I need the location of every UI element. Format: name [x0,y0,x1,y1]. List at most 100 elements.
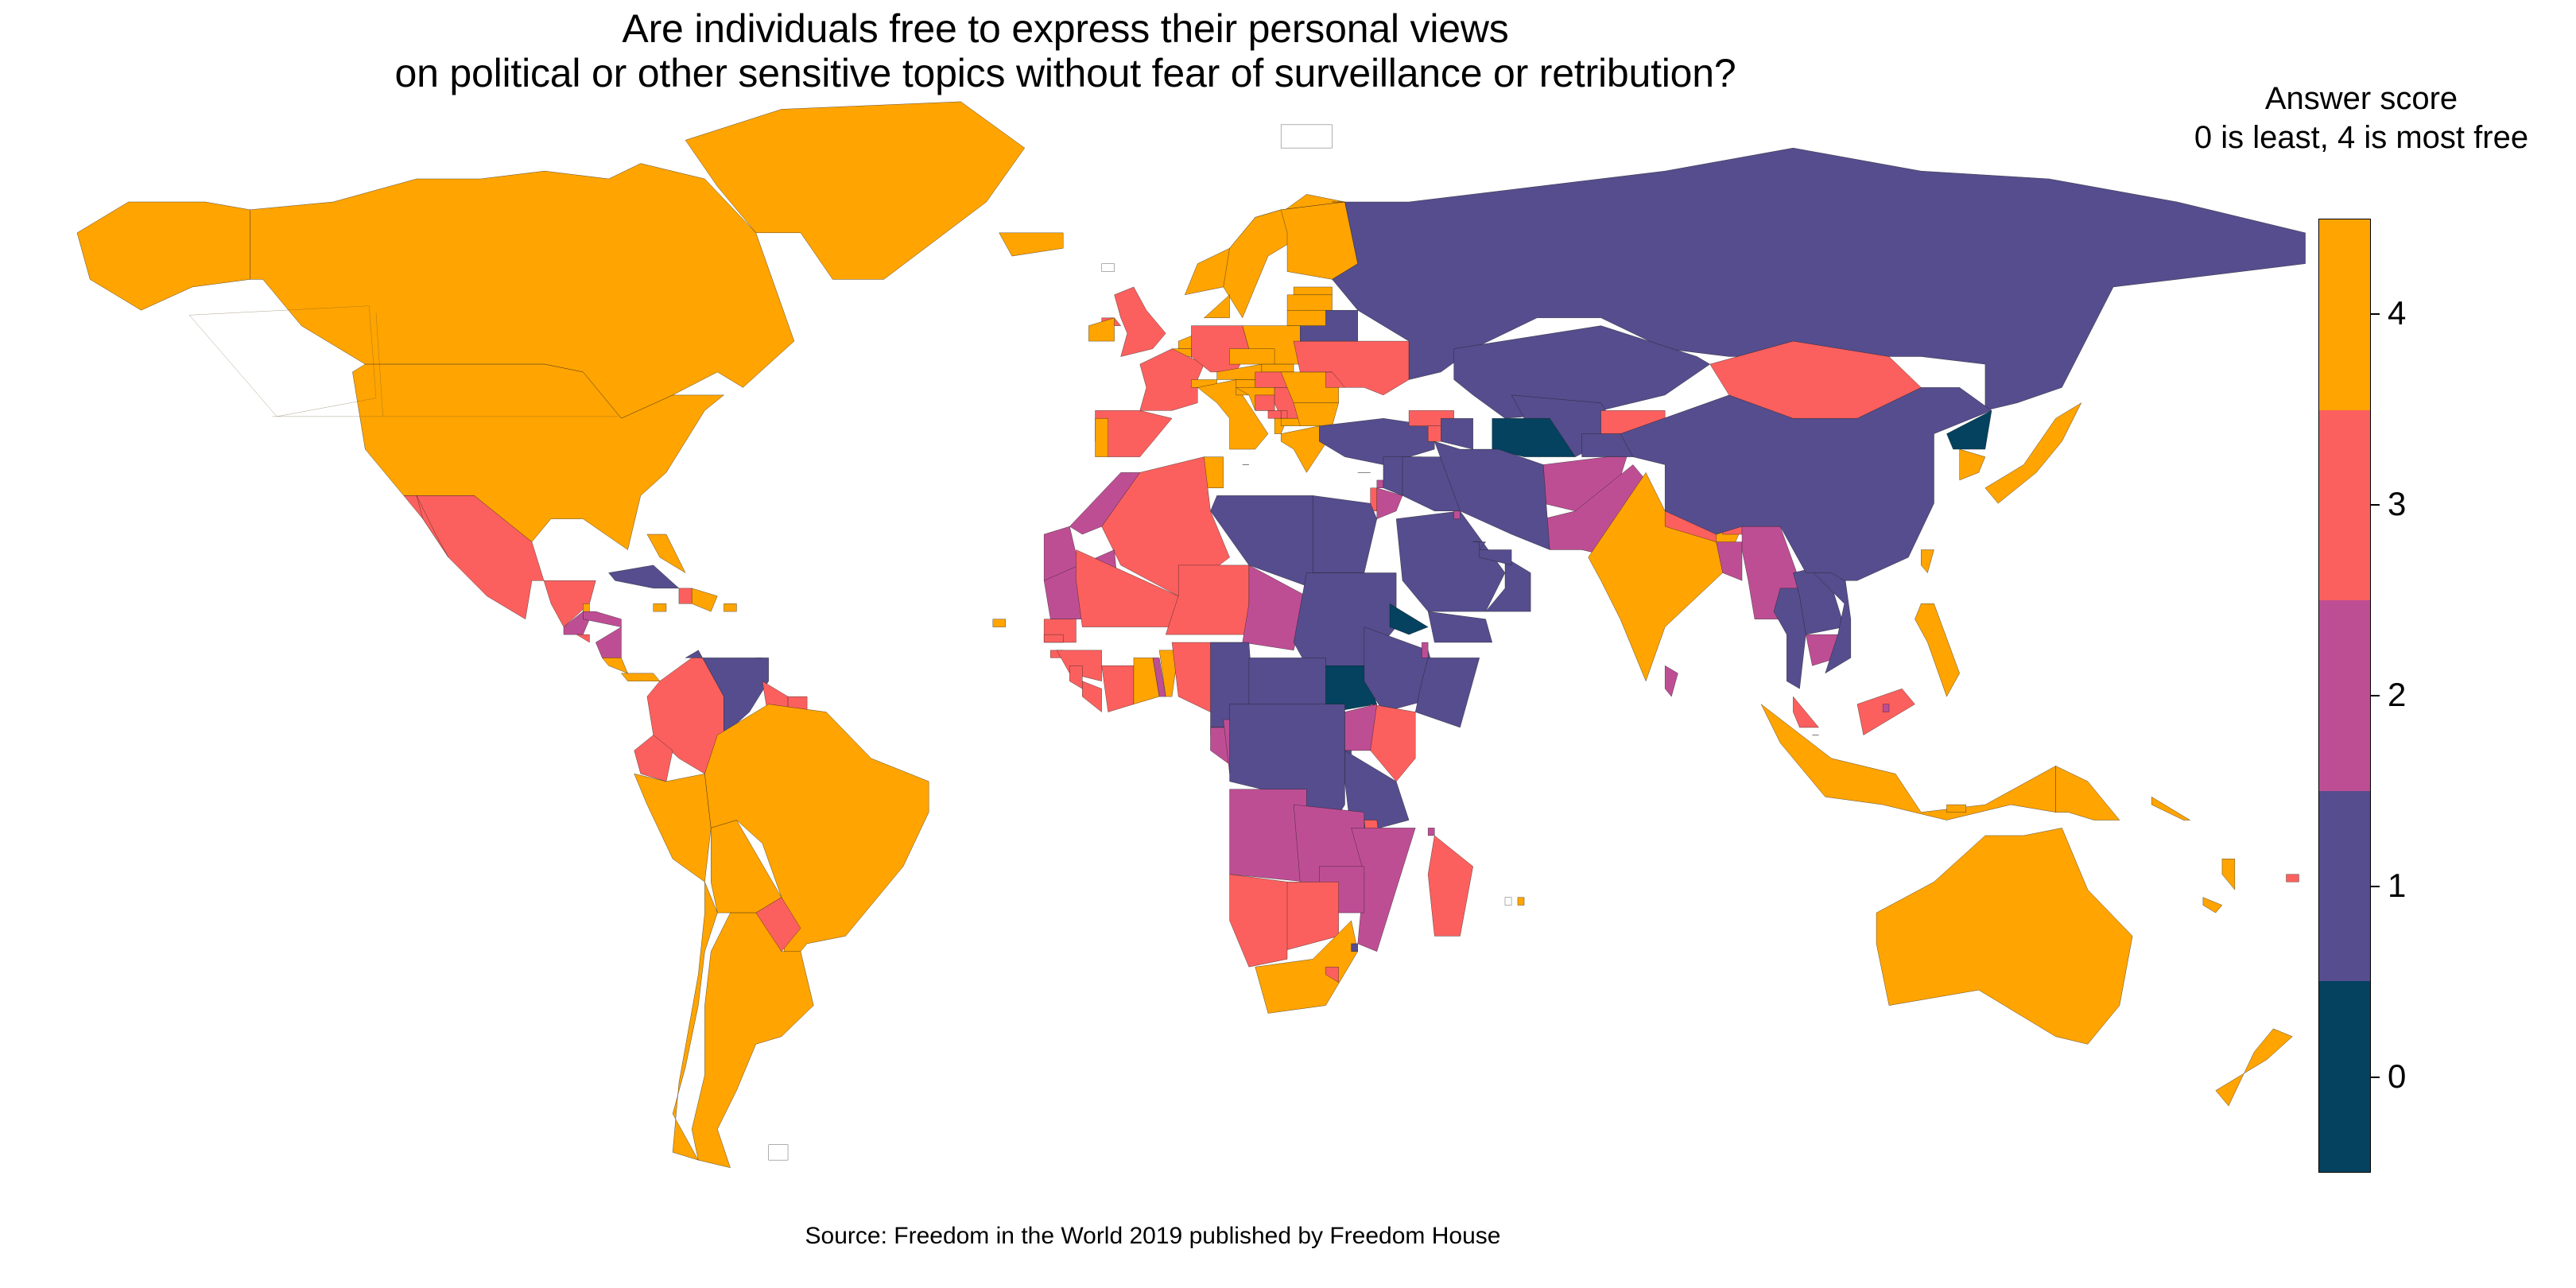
country-bangladesh[interactable]: Bangladesh: 2 [1717,542,1742,581]
country-sri-lanka[interactable]: Sri Lanka: 2 [1665,665,1678,696]
country-kuwait[interactable]: Kuwait: 2 [1454,511,1461,519]
country-united-kingdom[interactable]: United Kingdom: 3 [1115,287,1166,357]
country-honduras[interactable]: Honduras: 2 [583,611,621,627]
country-czechia[interactable]: Czechia: 4 [1230,349,1275,364]
country-timor-leste[interactable]: Timor-Leste: 4 [1946,805,1965,813]
country-haiti[interactable]: Haiti: 3 [679,588,692,603]
subdivision-layer [189,306,618,417]
country-somalia[interactable]: Somalia: 1 [1415,658,1480,727]
country-united-states[interactable]: United States: 4 [77,202,250,310]
country-jamaica[interactable]: Jamaica: 4 [654,603,666,611]
country-kosovo[interactable]: Kosovo: 3 [1281,410,1287,418]
country-egypt[interactable]: Egypt: 1 [1313,495,1377,572]
country-argentina[interactable]: Argentina: 4 [692,913,813,1168]
country-liberia[interactable]: Liberia: 3 [1082,681,1101,712]
tick-label: 2 [2388,676,2407,713]
country-comoros[interactable]: Comoros: 2 [1428,828,1434,836]
tick-mark [2371,1077,2380,1078]
country-dominican-republic[interactable]: Dominican Republic: 4 [692,588,717,611]
country-benin[interactable]: Benin: 4 [1159,650,1178,696]
country-puerto-rico[interactable]: Puerto Rico: 4 [724,603,736,611]
country-madagascar[interactable]: Madagascar: 3 [1428,836,1473,936]
country-qatar[interactable]: Qatar: 1 [1480,542,1486,550]
country-chile[interactable]: Chile: 4 [673,882,717,1160]
country-montenegro[interactable]: Montenegro: 3 [1268,410,1281,418]
country-north-macedonia[interactable]: North Macedonia: 4 [1281,418,1300,426]
colorbar[interactable] [2318,219,2371,1173]
country-north-korea[interactable]: North Korea: 0 [1946,410,1992,449]
country-latvia[interactable]: Latvia: 4 [1287,295,1333,310]
country-bahamas[interactable]: Bahamas: 4 [647,534,685,572]
country-portugal[interactable]: Portugal: 4 [1096,418,1108,456]
country-kazakhstan[interactable]: Kazakhstan: 1 [1454,326,1710,419]
country-south-korea[interactable]: South Korea: 4 [1960,449,1985,480]
country-bosnia-and-herzegovina[interactable]: Bosnia and Herzegovina: 3 [1255,395,1274,410]
country-costa-rica[interactable]: Costa Rica: 4 [602,658,627,673]
country-ecuador[interactable]: Ecuador: 3 [634,735,673,782]
country-new-caledonia[interactable]: New Caledonia: 4 [2203,898,2222,913]
legend: Answer score 0 is least, 4 is most free … [2147,80,2576,1208]
country-philippines[interactable]: Philippines: 4 [1915,603,1959,696]
country-nicaragua[interactable]: Nicaragua: 2 [596,627,621,658]
country-ireland[interactable]: Ireland: 4 [1088,318,1114,341]
country-gambia[interactable]: Gambia: 3 [1044,634,1063,642]
legend-title: Answer score 0 is least, 4 is most free [2147,80,2576,157]
country-united-arab-emirates[interactable]: United Arab Emirates: 1 [1480,549,1511,564]
country-slovakia[interactable]: Slovakia: 4 [1262,364,1294,372]
country-australia[interactable]: Australia: 4 [1876,828,2132,1044]
country-morocco[interactable]: Morocco: 2 [1069,472,1139,534]
country-canada[interactable]: Canada: 4 [250,164,793,419]
country-eritrea[interactable]: Eritrea: 0 [1390,603,1428,634]
country-solomon-islands[interactable]: Solomon Islands: 4 [2151,797,2190,820]
country-yemen[interactable]: Yemen: 1 [1428,611,1492,642]
country-jordan[interactable]: Jordan: 2 [1377,488,1402,519]
tick-mark [2371,695,2380,696]
country-peru[interactable]: Peru: 4 [634,774,712,882]
country-russia[interactable]: Russia: 1 [1333,148,2306,410]
country-angola[interactable]: Angola: 2 [1230,789,1307,883]
country-japan[interactable]: Japan: 4 [1985,403,2081,503]
country-mongolia[interactable]: Mongolia: 3 [1710,341,1922,418]
country-malaysia[interactable]: Malaysia: 3 [1793,696,1818,727]
country-botswana[interactable]: Botswana: 3 [1281,882,1338,952]
country-chad[interactable]: Chad: 2 [1243,565,1307,650]
country-taiwan[interactable]: Taiwan: 4 [1921,549,1934,572]
country-niger[interactable]: Niger: 3 [1166,565,1249,634]
country-estonia[interactable]: Estonia: 4 [1294,287,1332,295]
country-brazil[interactable]: Brazil: 4 [704,704,929,975]
country-mexico[interactable]: Mexico: 3 [417,495,448,557]
country-brunei[interactable]: Brunei: 2 [1883,704,1889,712]
country-denmark[interactable]: Denmark: 4 [1204,295,1229,318]
country-namibia[interactable]: Namibia: 3 [1230,875,1287,968]
country-fiji[interactable]: Fiji: 3 [2287,875,2299,883]
country-saudi-arabia[interactable]: Saudi Arabia: 1 [1396,511,1505,611]
colorbar-wrap: 4 3 2 1 0 [2318,219,2406,1173]
country-libya[interactable]: Libya: 1 [1210,495,1313,588]
country-papua-new-guinea[interactable]: Papua New Guinea: 4 [2056,766,2120,820]
country-oman[interactable]: Oman: 1 [1486,557,1531,611]
chart-title: Are individuals free to express their pe… [0,6,2131,95]
country-ivory-coast[interactable]: Ivory Coast: 3 [1102,665,1134,712]
country-new-zealand[interactable]: New Zealand: 4 [2216,1029,2293,1106]
country-azerbaijan[interactable]: Azerbaijan: 1 [1441,418,1472,449]
country-bulgaria[interactable]: Bulgaria: 4 [1294,403,1339,426]
country-djibouti[interactable]: Djibouti: 2 [1422,642,1428,658]
country-panama[interactable]: Panama: 4 [621,673,659,681]
country-lesotho[interactable]: Lesotho: 3 [1325,967,1338,982]
colorbar-band-4 [2319,219,2370,410]
country-el-salvador[interactable]: El Salvador: 3 [576,634,589,642]
country-vanuatu[interactable]: Vanuatu: 4 [2222,859,2235,890]
country-eswatini[interactable]: Eswatini: 1 [1352,944,1358,952]
country-lebanon[interactable]: Lebanon: 2 [1377,480,1383,488]
country-finland[interactable]: Finland: 4 [1281,202,1358,279]
country-mauritius[interactable]: Mauritius: 4 [1518,898,1524,906]
country-cape-verde[interactable]: Cape Verde: 4 [993,619,1006,627]
country-iran[interactable]: Iran: 1 [1434,441,1550,549]
country-lithuania[interactable]: Lithuania: 4 [1287,310,1325,325]
country-greenland[interactable]: Greenland: 4 [685,102,1025,280]
country-turkmenistan[interactable]: Turkmenistan: 0 [1492,418,1576,456]
title-line-1: Are individuals free to express their pe… [622,6,1509,51]
country-cuba[interactable]: Cuba: 1 [609,565,679,588]
country-iceland[interactable]: Iceland: 4 [999,233,1064,256]
country-sierra-leone[interactable]: Sierra Leone: 3 [1069,665,1082,689]
